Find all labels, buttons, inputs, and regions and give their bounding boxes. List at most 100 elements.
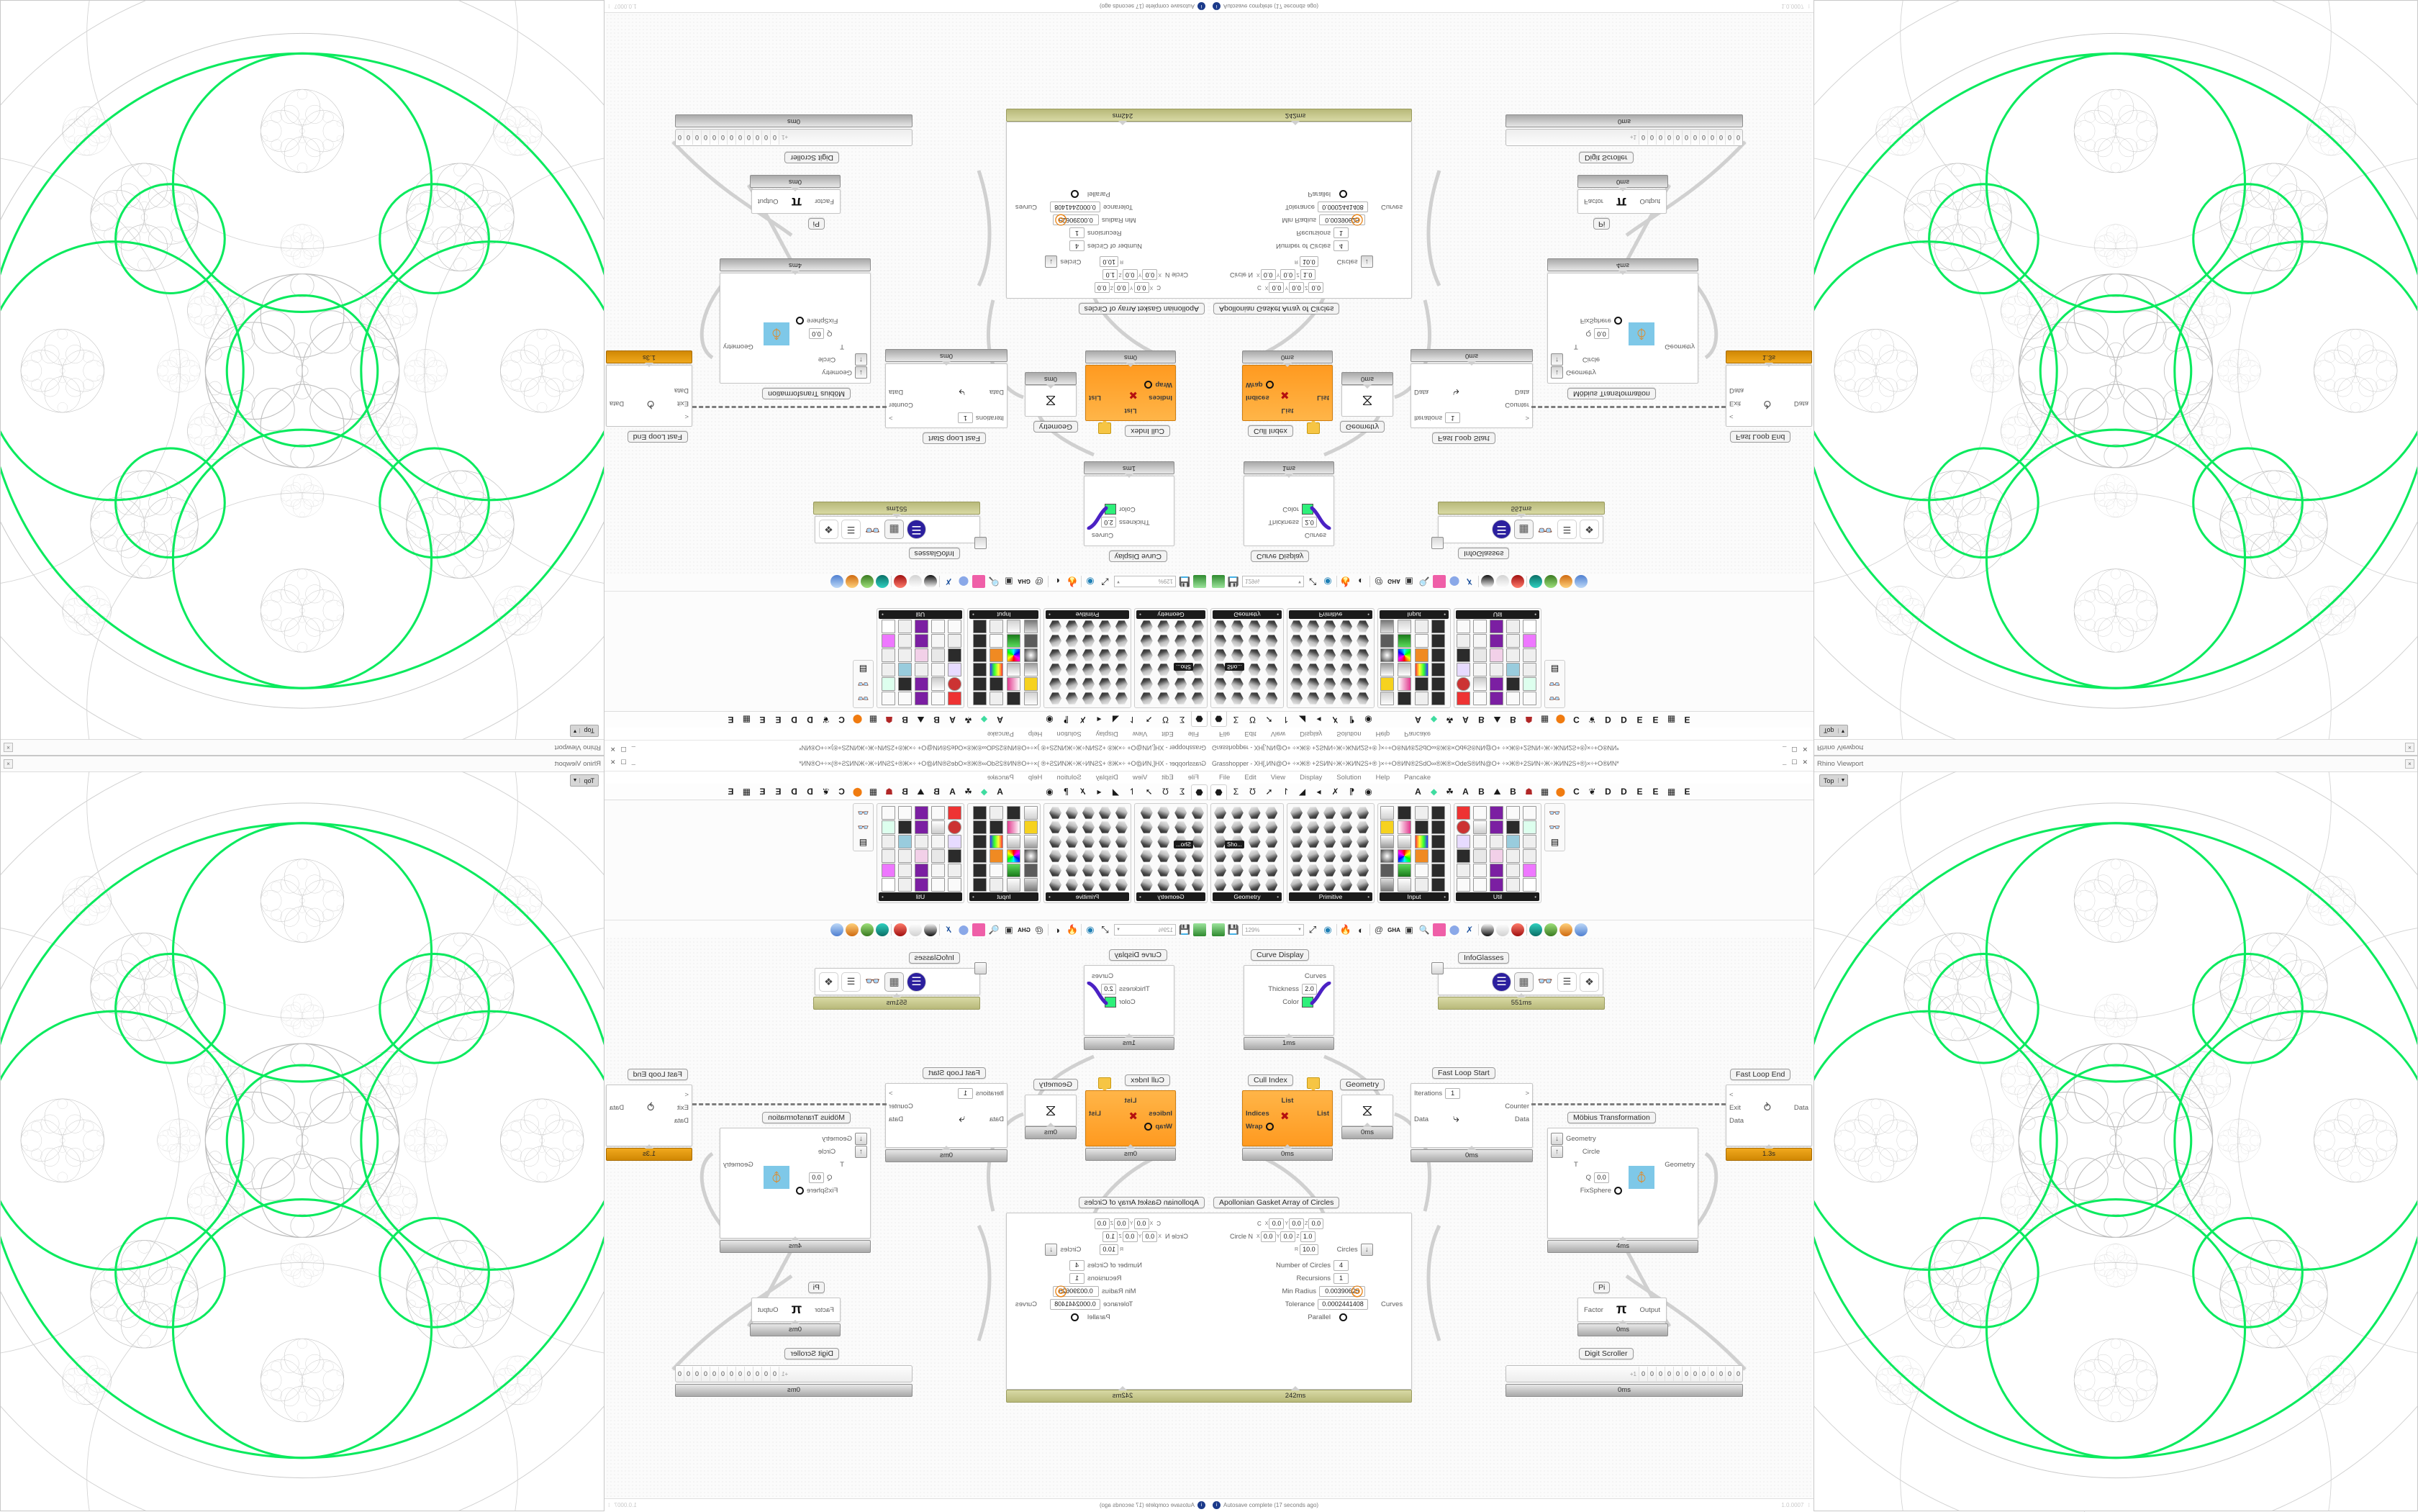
comp-icon[interactable]	[1213, 806, 1227, 820]
ribbon-panel-extra[interactable]: 👓 👓 ▤ Sho...	[853, 660, 1193, 708]
comp-icon[interactable]	[1306, 820, 1320, 834]
pink-box-icon[interactable]	[972, 575, 985, 588]
comp-icon[interactable]	[1506, 634, 1520, 648]
gh-canvas[interactable]: Curve Display Curves Thickness 2.0 Color…	[1209, 938, 1814, 1498]
comp-icon[interactable]	[1157, 878, 1171, 892]
digit[interactable]: 0	[693, 130, 702, 145]
menu-solution[interactable]: Solution	[1056, 730, 1082, 738]
comp-icon[interactable]	[1157, 849, 1171, 863]
digit[interactable]: 0	[1656, 1367, 1665, 1381]
flame-icon[interactable]: 🔥	[1066, 576, 1079, 587]
tab-maths-sigma-icon[interactable]: Σ	[1179, 715, 1185, 725]
ribbon-panel-geometry[interactable]: Geometry •	[1134, 803, 1208, 903]
tab-c-icon[interactable]: C	[838, 715, 845, 725]
node-body[interactable]: < Exit ⥁ Data Data	[1726, 365, 1812, 427]
comp-icon[interactable]	[1506, 663, 1520, 676]
comp-icon[interactable]	[1065, 620, 1079, 633]
menu-file[interactable]: File	[1187, 730, 1199, 738]
node-body[interactable]: Factor π Output	[751, 189, 841, 214]
comp-icon[interactable]	[1024, 864, 1038, 877]
comp-icon[interactable]	[972, 663, 987, 676]
tab-maths-sigma-icon[interactable]: Σ	[1233, 715, 1239, 725]
gh-title-bar[interactable]: Grasshopper - XH[,ИN@O+ ÷×Ж® +2SИN÷Ж÷ЖИN…	[604, 740, 1209, 756]
comp-icon[interactable]	[948, 634, 961, 648]
menu-pancake[interactable]: Pancake	[987, 730, 1014, 738]
node-body[interactable]: Iterations 1 > Counter Data Data ⤷	[1410, 1083, 1533, 1148]
comp-icon[interactable]	[1140, 663, 1154, 676]
tab-params-icon[interactable]: ⬣	[1210, 784, 1227, 800]
tab-dots-icon[interactable]: ▦	[742, 787, 751, 797]
comp-icon[interactable]	[990, 835, 1004, 848]
puzzle-icon[interactable]: ❖	[819, 520, 838, 540]
ny-value[interactable]: 0.0	[1280, 269, 1296, 281]
digit[interactable]: 0	[1716, 130, 1725, 145]
tab-kangaroo-icon[interactable]: ◆	[980, 787, 988, 797]
maximize-icon[interactable]: ☐	[1791, 745, 1798, 752]
layers-icon[interactable]: ☰	[841, 972, 861, 992]
comp-icon[interactable]	[915, 864, 928, 877]
ribbon-panel-primitive[interactable]: Primitive •	[1043, 803, 1131, 903]
tab-terrain-icon[interactable]: ⛰	[1493, 786, 1501, 797]
comp-icon[interactable]	[1007, 620, 1021, 633]
comp-icon[interactable]	[990, 677, 1004, 691]
shade-white-icon[interactable]	[909, 575, 922, 588]
chevron-down-icon[interactable]: ▼	[1837, 728, 1848, 733]
grid-squares-icon[interactable]: ▦	[884, 520, 904, 540]
ribbon-panel-geometry[interactable]: Geometry •	[1134, 608, 1208, 708]
comp-icon[interactable]	[1231, 878, 1244, 892]
graft-icon[interactable]: ↑	[1551, 1145, 1563, 1158]
comp-icon[interactable]	[1248, 835, 1262, 848]
comp-icon[interactable]	[1157, 648, 1171, 662]
comp-icon[interactable]	[1397, 849, 1411, 863]
comp-icon[interactable]	[1414, 849, 1428, 863]
node-body[interactable]: Iterations 1 > Counter Data Data ⤷	[885, 1083, 1008, 1148]
comp-icon[interactable]	[1431, 634, 1446, 648]
tab-intersect-icon[interactable]: ✗	[1079, 715, 1087, 725]
digit[interactable]: 0	[1647, 1367, 1656, 1381]
digit[interactable]: 0	[745, 1367, 753, 1381]
resize-grip-icon[interactable]: ⁝	[1808, 3, 1810, 9]
comp-icon[interactable]	[1380, 677, 1394, 691]
comp-icon[interactable]	[898, 835, 912, 848]
nz-value[interactable]: 1.0	[1102, 1231, 1118, 1242]
comp-icon[interactable]	[1397, 806, 1411, 820]
digit[interactable]: 0	[1725, 1367, 1734, 1381]
digit[interactable]: 0	[771, 1367, 779, 1381]
flatten-icon[interactable]: ↓	[1045, 255, 1058, 268]
node-body[interactable]: C X 0.0 Y 0.0 Z 0.0 Circle N X 0.0 Y 0.0 Z 1.0	[1006, 1213, 1209, 1390]
comp-icon[interactable]	[1414, 634, 1428, 648]
comp-icon[interactable]	[1264, 648, 1278, 662]
orange-icon[interactable]	[846, 923, 859, 936]
comp-icon[interactable]	[1157, 835, 1171, 848]
comp-icon[interactable]	[1049, 620, 1062, 633]
digit[interactable]: 0	[753, 130, 762, 145]
chevron-down-icon[interactable]: ▼	[1116, 928, 1120, 932]
save-icon[interactable]: 💾	[1178, 924, 1191, 935]
comp-icon[interactable]	[898, 820, 912, 834]
comp-icon[interactable]	[1065, 835, 1079, 848]
tab-mesh-icon[interactable]: ◂	[1097, 715, 1102, 725]
number-of-circles-value[interactable]: 4	[1069, 1259, 1085, 1271]
comp-icon[interactable]	[1024, 849, 1038, 863]
tab-b-icon[interactable]: B	[933, 715, 940, 725]
menu-display[interactable]: Display	[1095, 774, 1118, 782]
comp-icon[interactable]	[1213, 820, 1227, 834]
tab-display-eye-icon[interactable]: ◉	[1046, 715, 1054, 725]
flatten-icon[interactable]: ↓	[855, 366, 867, 379]
comp-icon[interactable]	[1264, 634, 1278, 648]
comp-icon[interactable]	[1174, 677, 1187, 691]
tab-d-icon[interactable]: D	[1605, 715, 1611, 725]
search-icon[interactable]: 🔍	[1418, 576, 1430, 587]
comp-icon[interactable]	[1290, 634, 1303, 648]
gha-icon[interactable]: GHA	[1018, 578, 1031, 585]
gh-tab-row[interactable]: ⬣ Σ Ʊ ➚ ↾ ◢ ◂ ✗ ⁋ ◉ A ◆ ☘ A B	[1209, 711, 1814, 728]
comp-icon[interactable]	[1264, 677, 1278, 691]
comp-icon[interactable]	[1191, 864, 1205, 877]
comp-icon[interactable]	[1082, 620, 1095, 633]
digit[interactable]: 0	[736, 1367, 745, 1381]
comp-icon[interactable]	[1049, 634, 1062, 648]
comp-icon[interactable]	[1380, 820, 1394, 834]
layers-icon[interactable]: ☰	[1557, 972, 1577, 992]
comp-icon[interactable]	[1431, 849, 1446, 863]
comp-icon[interactable]	[898, 634, 912, 648]
